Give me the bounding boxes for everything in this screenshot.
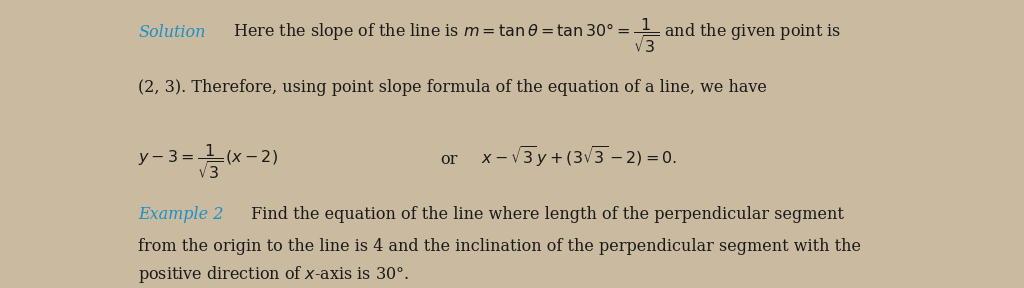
Text: positive direction of $x$-axis is 30°.: positive direction of $x$-axis is 30°. xyxy=(138,264,410,285)
Text: $x-\sqrt{3}\,y+(3\sqrt{3}-2)=0.$: $x-\sqrt{3}\,y+(3\sqrt{3}-2)=0.$ xyxy=(481,144,678,169)
Text: $y-3=\dfrac{1}{\sqrt{3}}\,(x-2)$: $y-3=\dfrac{1}{\sqrt{3}}\,(x-2)$ xyxy=(138,143,279,182)
Text: Find the equation of the line where length of the perpendicular segment: Find the equation of the line where leng… xyxy=(246,206,844,223)
Text: from the origin to the line is 4 and the inclination of the perpendicular segmen: from the origin to the line is 4 and the… xyxy=(138,238,861,255)
Text: or: or xyxy=(440,151,458,168)
Text: Here the slope of the line is $m=\tan\theta=\tan 30°=\dfrac{1}{\sqrt{3}}$ and th: Here the slope of the line is $m=\tan\th… xyxy=(228,16,842,56)
Text: (2, 3). Therefore, using point slope formula of the equation of a line, we have: (2, 3). Therefore, using point slope for… xyxy=(138,79,767,96)
Text: Solution: Solution xyxy=(138,24,206,41)
Text: Example 2: Example 2 xyxy=(138,206,223,223)
